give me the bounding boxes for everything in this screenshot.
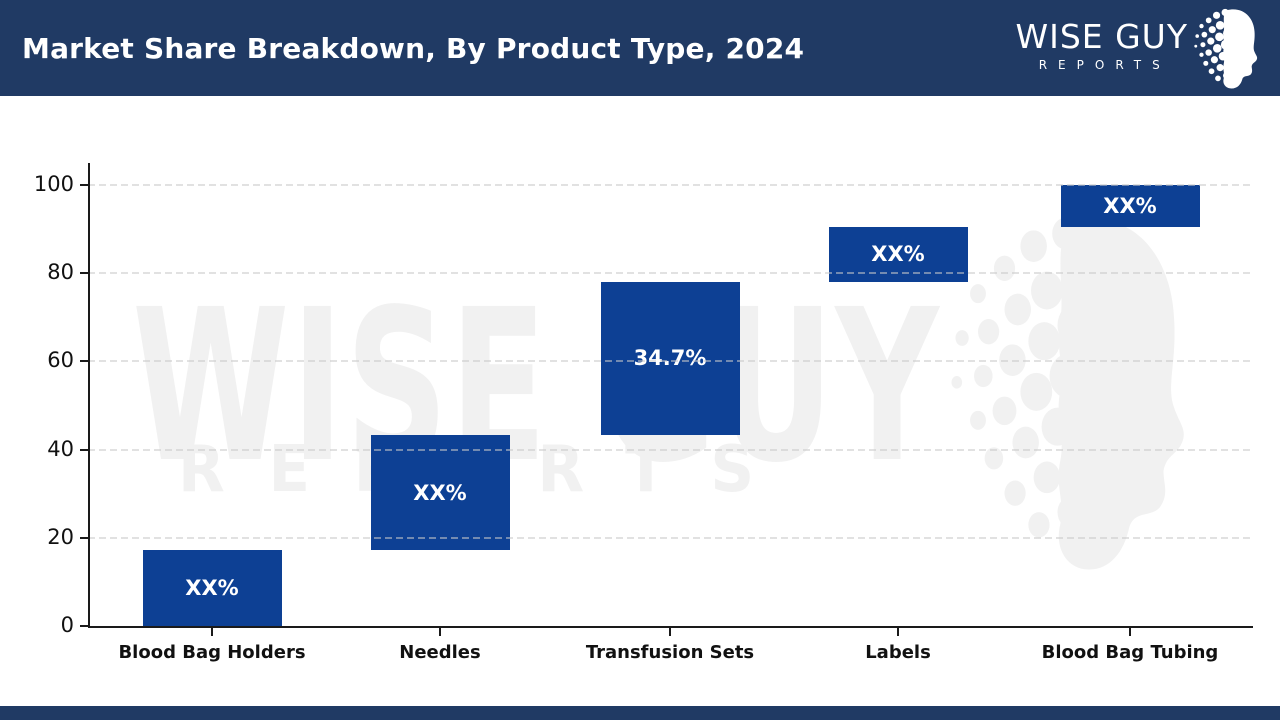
bar-value-label: XX% — [871, 242, 925, 267]
y-tick-mark-40 — [80, 448, 88, 451]
x-tick-mark — [439, 628, 441, 636]
x-tick-label-blood-bag-holders: Blood Bag Holders — [118, 642, 306, 663]
page-title: Market Share Breakdown, By Product Type,… — [22, 31, 805, 65]
x-axis-line — [88, 626, 1253, 628]
gridline-40 — [88, 448, 1253, 451]
x-tick-mark — [669, 628, 671, 636]
bar-value-label: XX% — [185, 576, 239, 601]
x-tick-label-blood-bag-tubing: Blood Bag Tubing — [1041, 642, 1219, 663]
watermark-main-text: WISE GUY — [132, 264, 941, 509]
y-tick-mark-60 — [80, 360, 88, 363]
footer-bar — [0, 706, 1280, 720]
bar-value-label: XX% — [1103, 193, 1157, 218]
gridline-60 — [88, 360, 1253, 363]
x-tick-label-needles: Needles — [399, 642, 481, 663]
bar-blood-bag-tubing: XX% — [1060, 184, 1200, 228]
y-tick-mark-20 — [80, 536, 88, 539]
y-tick-label-100: 100 — [33, 171, 74, 196]
gridline-20 — [88, 536, 1253, 539]
y-tick-label-80: 80 — [47, 260, 74, 285]
x-tick-label-transfusion-sets: Transfusion Sets — [585, 642, 755, 663]
y-tick-label-0: 0 — [60, 613, 74, 637]
y-tick-mark-80 — [80, 272, 88, 275]
plot-area: XX% XX% 34.7% XX% XX% 0 20 40 60 80 100 Blood Bag H… — [0, 96, 1280, 706]
y-tick-label-20: 20 — [47, 524, 74, 549]
bar-value-label: XX% — [413, 480, 467, 505]
brand-logo-text: WISE GUY REPORTS — [1015, 17, 1188, 72]
y-tick-label-60: 60 — [47, 348, 74, 373]
bar-needles: XX% — [370, 434, 510, 551]
bar-blood-bag-holders: XX% — [142, 550, 282, 626]
y-tick-mark-100 — [80, 183, 88, 186]
header-bar: Market Share Breakdown, By Product Type,… — [0, 0, 1280, 96]
y-axis-line — [88, 162, 90, 628]
brand-logo-sub-text: REPORTS — [1038, 57, 1171, 72]
x-tick-label-labels: Labels — [865, 642, 931, 663]
brand-logo-main-text: WISE GUY — [1015, 17, 1188, 56]
y-tick-label-40: 40 — [47, 436, 74, 461]
gridline-80 — [88, 272, 1253, 275]
bar-transfusion-sets: 34.7% — [600, 281, 740, 435]
gridline-100 — [88, 183, 1253, 186]
x-tick-mark — [211, 628, 213, 636]
bar-value-label: 34.7% — [633, 346, 707, 371]
y-tick-mark-0 — [80, 625, 88, 627]
brand-logo: WISE GUY REPORTS — [1004, 4, 1266, 92]
x-tick-mark — [897, 628, 899, 636]
dotted-head-icon — [1194, 8, 1258, 89]
x-tick-mark — [1129, 628, 1131, 636]
